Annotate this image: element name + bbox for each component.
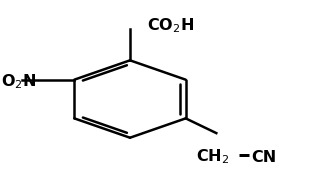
Text: CO$_2$H: CO$_2$H: [147, 16, 194, 35]
Text: CH$_2$: CH$_2$: [196, 148, 229, 166]
Text: O$_2$N: O$_2$N: [1, 72, 37, 91]
Text: CN: CN: [251, 150, 276, 165]
